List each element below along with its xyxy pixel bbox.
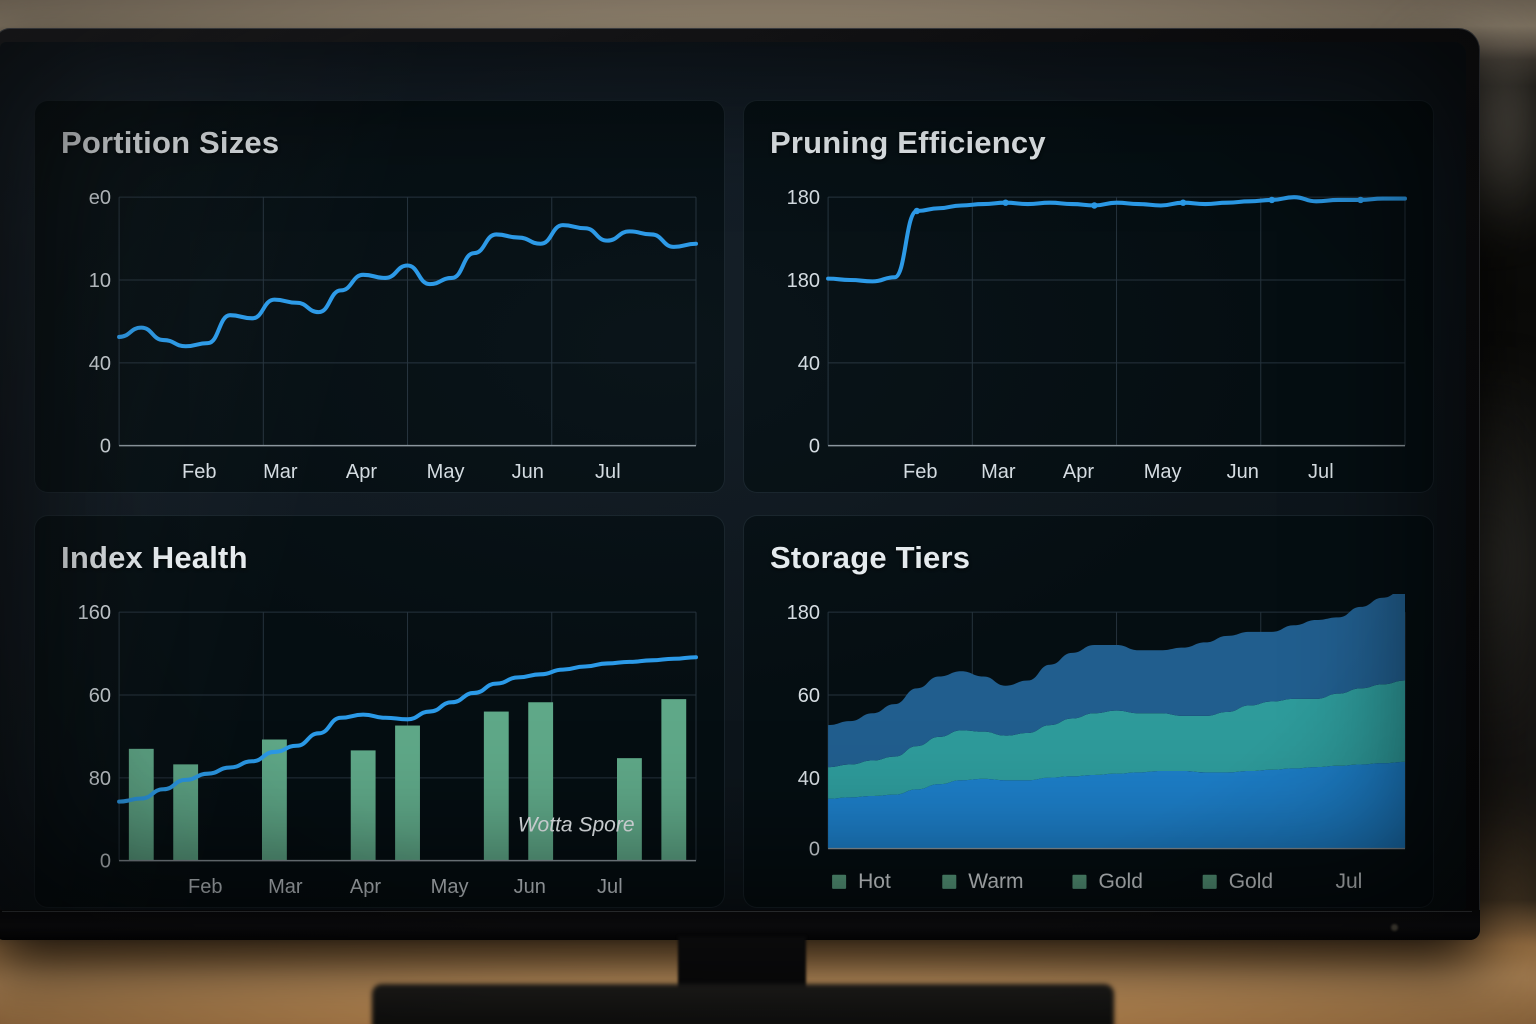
y-tick-label: 40 — [89, 353, 111, 375]
data-line-series — [117, 655, 698, 804]
y-tick-label: 40 — [798, 353, 820, 375]
data-point — [1357, 196, 1364, 204]
data-point — [1091, 202, 1098, 209]
legend-wotta-spore[interactable]: Wotta Spore — [489, 813, 635, 836]
legend-label: Gold — [1229, 870, 1273, 893]
data-point — [1179, 199, 1187, 206]
card-title: Storage Tiers — [770, 540, 971, 575]
x-tick-label: Feb — [903, 461, 938, 482]
bar[interactable] — [128, 748, 154, 861]
x-tick-label: May — [1144, 461, 1183, 482]
y-tick-label: 160 — [78, 602, 111, 624]
card-title: Portition Sizes — [61, 125, 280, 160]
legend-label: Wotta Spore — [518, 813, 635, 836]
bar[interactable] — [350, 750, 376, 861]
area-chart-svg: 180 60 40 0 Hot Warm Gold — [787, 594, 1406, 893]
legend-label: Gold — [1099, 870, 1143, 893]
line-chart-svg: 180 180 40 0 Feb Mar Apr May Jun Jul — [787, 187, 1407, 482]
x-tick-label: Mar — [268, 876, 303, 897]
x-tick-label: May — [431, 876, 470, 897]
legend-swatch — [1072, 874, 1087, 889]
bar[interactable] — [261, 739, 287, 861]
chin-highlight — [2, 911, 1472, 912]
x-tick-label: May — [427, 461, 466, 482]
card-pruning-efficiency[interactable]: Pruning Efficiency — [743, 100, 1434, 493]
x-tick-label: Jun — [514, 876, 546, 897]
bar[interactable] — [528, 702, 554, 861]
legend-swatch — [1202, 874, 1217, 889]
y-tick-label: e0 — [89, 187, 111, 209]
bar-series — [128, 699, 687, 861]
area-band — [828, 680, 1405, 799]
bar[interactable] — [395, 725, 420, 861]
data-point-markers — [913, 196, 1364, 215]
x-tick-label: Apr — [346, 461, 377, 482]
x-tick-label: Jul — [1308, 461, 1334, 482]
gridlines — [118, 196, 697, 446]
x-tick-label: Mar — [263, 461, 298, 482]
dashboard-grid: Portition Sizes — [34, 100, 1434, 908]
data-line-series — [117, 223, 698, 349]
legend-swatch — [489, 818, 504, 833]
x-tick-label: Jul — [595, 461, 621, 482]
monitor-screen: Portition Sizes — [0, 42, 1466, 910]
area-band — [828, 761, 1405, 849]
chart-storage-tiers[interactable]: 180 60 40 0 Hot Warm Gold — [770, 594, 1411, 897]
monitor-stand-base — [372, 984, 1114, 1024]
x-tick-label: Feb — [182, 461, 217, 482]
x-tick-label: Feb — [188, 876, 223, 897]
y-tick-label: 60 — [89, 685, 111, 707]
chart-index-health[interactable]: 160 60 80 0 Feb Mar Apr May Jun Jul — [61, 594, 702, 897]
card-index-health[interactable]: Index Health — [34, 515, 725, 908]
line-chart-svg: e0 10 40 0 Feb Mar Apr May Jun Jul — [89, 187, 698, 482]
x-tick-label: Mar — [981, 461, 1016, 482]
chart-portition-sizes[interactable]: e0 10 40 0 Feb Mar Apr May Jun Jul — [61, 179, 702, 482]
y-tick-label: 60 — [798, 685, 820, 707]
power-led-icon — [1391, 924, 1398, 931]
y-tick-label: 0 — [809, 436, 820, 458]
y-tick-label: 0 — [809, 839, 820, 861]
stacked-area-series — [828, 594, 1405, 849]
card-title: Pruning Efficiency — [770, 125, 1046, 160]
legend-label: Warm — [968, 870, 1023, 893]
x-tick-label: Apr — [1063, 461, 1094, 482]
combo-chart-svg: 160 60 80 0 Feb Mar Apr May Jun Jul — [78, 602, 698, 897]
y-tick-label: 180 — [787, 602, 820, 624]
y-tick-label: 0 — [100, 436, 111, 458]
y-tick-label: 0 — [100, 851, 111, 873]
data-point — [913, 207, 921, 215]
bar[interactable] — [661, 699, 687, 861]
monitor-chin — [0, 910, 1480, 940]
y-tick-label: 10 — [89, 270, 111, 292]
x-tick-label: Jun — [512, 461, 544, 482]
data-point — [1268, 196, 1276, 204]
card-title: Index Health — [61, 540, 248, 575]
card-storage-tiers[interactable]: Storage Tiers — [743, 515, 1434, 908]
y-tick-label: 80 — [89, 768, 111, 790]
legend-label: Hot — [858, 870, 891, 893]
y-tick-label: 180 — [787, 187, 820, 209]
chart-pruning-efficiency[interactable]: 180 180 40 0 Feb Mar Apr May Jun Jul — [770, 179, 1411, 482]
gridlines — [827, 196, 1406, 446]
x-tick-label: Jul — [1335, 870, 1362, 893]
y-tick-label: 180 — [787, 270, 820, 292]
legend-swatch — [832, 874, 847, 889]
data-point — [1002, 199, 1009, 206]
area-band — [828, 594, 1405, 768]
monitor: Portition Sizes — [0, 28, 1480, 940]
x-tick-label: Jul — [597, 876, 623, 897]
legend-storage-tiers[interactable]: Hot Warm Gold Gold Jul — [832, 870, 1362, 893]
x-tick-label: Jun — [1227, 461, 1259, 482]
legend-swatch — [942, 874, 957, 889]
card-portition-sizes[interactable]: Portition Sizes — [34, 100, 725, 493]
x-tick-label: Apr — [350, 876, 381, 897]
bar[interactable] — [616, 758, 642, 861]
y-tick-label: 40 — [798, 768, 820, 790]
bar[interactable] — [483, 711, 509, 861]
